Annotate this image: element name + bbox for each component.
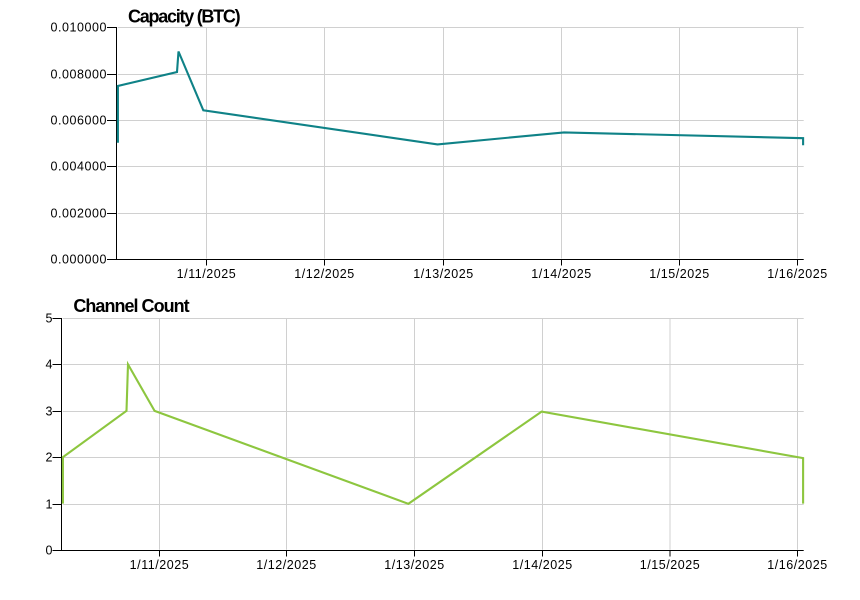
- svg-text:0: 0: [45, 544, 53, 558]
- svg-text:1/14/2025: 1/14/2025: [531, 267, 592, 281]
- svg-text:1/14/2025: 1/14/2025: [512, 558, 573, 572]
- svg-text:0.000000: 0.000000: [50, 253, 107, 267]
- svg-text:1/13/2025: 1/13/2025: [384, 558, 445, 572]
- svg-text:0.004000: 0.004000: [50, 160, 107, 174]
- svg-text:1: 1: [45, 498, 53, 512]
- svg-text:0.010000: 0.010000: [50, 21, 107, 35]
- svg-text:Capacity (BTC): Capacity (BTC): [128, 6, 241, 26]
- svg-text:1/16/2025: 1/16/2025: [767, 558, 828, 572]
- svg-text:1/15/2025: 1/15/2025: [640, 558, 701, 572]
- svg-text:1/13/2025: 1/13/2025: [413, 267, 474, 281]
- svg-text:1/11/2025: 1/11/2025: [130, 558, 190, 572]
- svg-text:1/12/2025: 1/12/2025: [256, 558, 317, 572]
- svg-text:1/11/2025: 1/11/2025: [177, 267, 237, 281]
- svg-text:Channel Count: Channel Count: [73, 296, 189, 316]
- svg-text:1/12/2025: 1/12/2025: [294, 267, 355, 281]
- svg-text:0.008000: 0.008000: [50, 68, 107, 82]
- svg-text:0.006000: 0.006000: [50, 114, 107, 128]
- svg-text:4: 4: [45, 358, 53, 372]
- svg-text:2: 2: [45, 451, 53, 465]
- svg-text:1/15/2025: 1/15/2025: [649, 267, 710, 281]
- svg-text:0.002000: 0.002000: [50, 207, 107, 221]
- svg-text:3: 3: [45, 405, 53, 419]
- svg-text:1/16/2025: 1/16/2025: [767, 267, 828, 281]
- svg-text:5: 5: [45, 312, 53, 326]
